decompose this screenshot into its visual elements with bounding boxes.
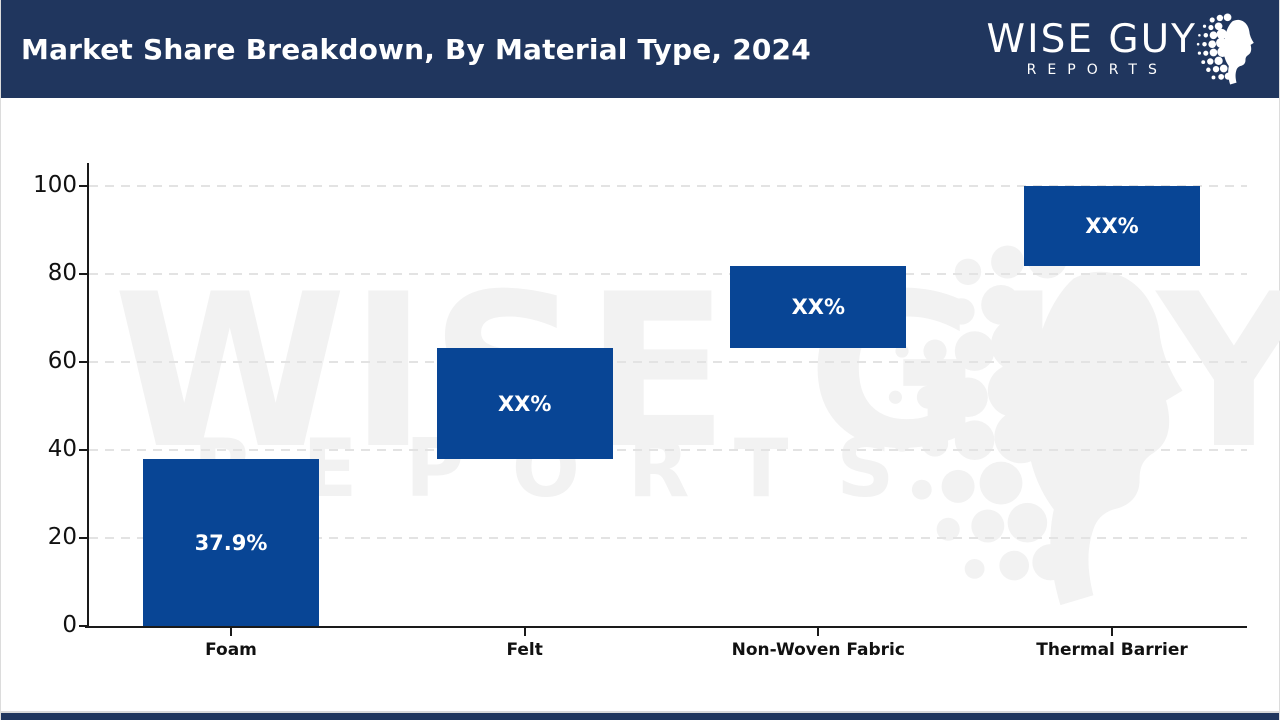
y-tick-mark-40 xyxy=(79,448,88,451)
footer-bar xyxy=(1,711,1279,720)
x-tick-mark-foam xyxy=(230,628,232,636)
y-tick-mark-80 xyxy=(79,272,88,275)
y-tick-label-0: 0 xyxy=(62,612,77,638)
y-tick-label-80: 80 xyxy=(47,259,77,286)
x-tick-label-thermal-barrier: Thermal Barrier xyxy=(1036,640,1188,660)
x-tick-mark-non-woven-fabric xyxy=(817,628,820,636)
header-bar: Market Share Breakdown, By Material Type… xyxy=(1,0,1279,98)
x-tick-label-felt: Felt xyxy=(506,640,543,660)
y-tick-label-40: 40 xyxy=(47,435,77,462)
y-tick-mark-20 xyxy=(79,536,88,539)
bar-non-woven-fabric: XX% xyxy=(730,266,907,349)
x-tick-mark-thermal-barrier xyxy=(1111,628,1113,636)
bar-felt: XX% xyxy=(436,348,613,460)
y-axis-spine xyxy=(87,163,89,628)
gridline-80 xyxy=(89,272,1247,275)
y-tick-label-60: 60 xyxy=(47,347,77,374)
bar-foam: 37.9% xyxy=(143,459,319,626)
page-title: Market Share Breakdown, By Material Type… xyxy=(21,32,811,66)
x-tick-label-non-woven-fabric: Non-Woven Fabric xyxy=(731,640,905,660)
x-tick-mark-felt xyxy=(523,628,526,636)
bar-thermal-barrier: XX% xyxy=(1024,185,1200,267)
bar-value-label-foam: 37.9% xyxy=(194,530,268,555)
bar-value-label-non-woven-fabric: XX% xyxy=(791,295,846,320)
face-profile-icon xyxy=(1196,13,1254,85)
y-tick-mark-60 xyxy=(79,360,88,363)
brand-logo-text: WISE GUY REPORTS xyxy=(987,20,1197,78)
x-tick-label-foam: Foam xyxy=(205,640,257,660)
y-tick-mark-100 xyxy=(79,184,88,187)
bar-value-label-felt: XX% xyxy=(497,391,552,416)
x-axis-spine xyxy=(85,626,1247,628)
gridline-60 xyxy=(89,360,1247,363)
y-tick-label-100: 100 xyxy=(33,171,77,198)
y-tick-mark-0 xyxy=(79,625,88,627)
gridline-40 xyxy=(89,448,1247,451)
gridline-20 xyxy=(89,536,1247,539)
brand-name: WISE GUY xyxy=(986,17,1197,62)
y-tick-label-20: 20 xyxy=(47,523,77,550)
watermark-face-profile-icon xyxy=(888,238,1183,606)
gridline-100 xyxy=(89,184,1247,187)
brand-subtitle: REPORTS xyxy=(1026,62,1168,78)
brand-logo: WISE GUY REPORTS xyxy=(987,9,1257,89)
bar-value-label-thermal-barrier: XX% xyxy=(1085,213,1139,238)
